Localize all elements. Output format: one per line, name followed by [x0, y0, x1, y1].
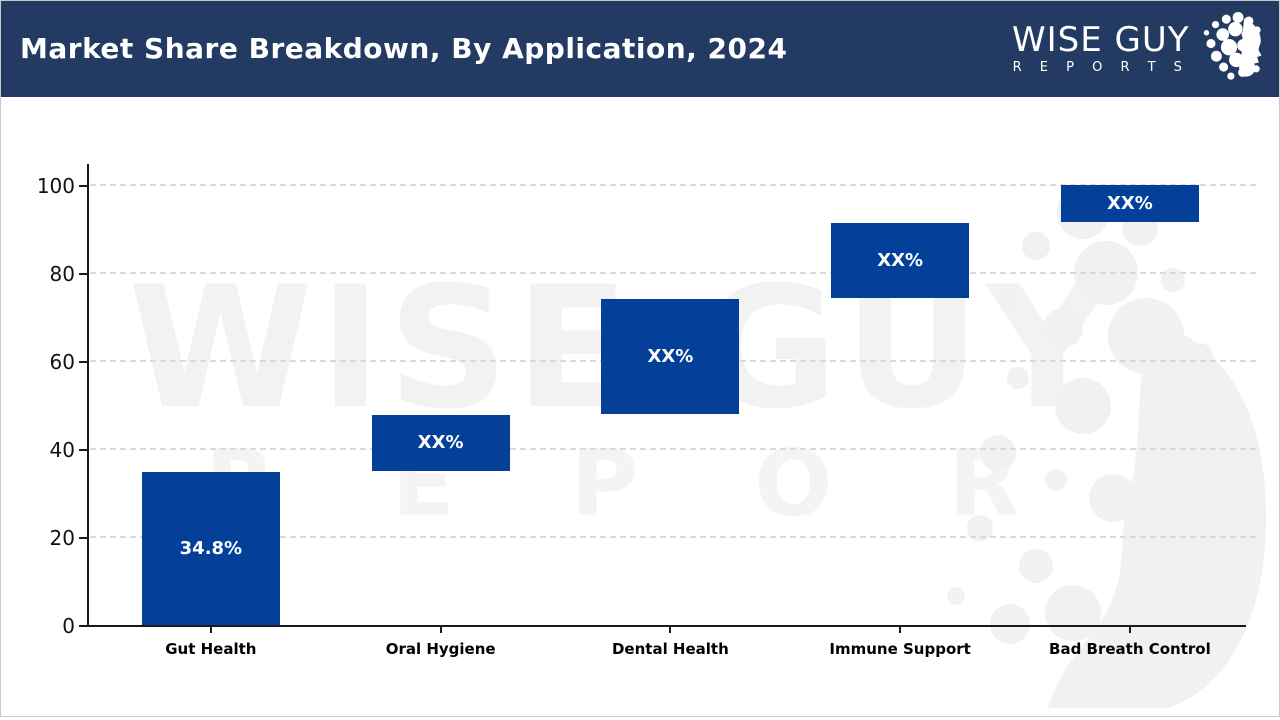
x-tick-label-0: Gut Health	[165, 640, 257, 658]
wiseguy-logo-text: WISE GUY R E P O R T S	[1012, 22, 1190, 76]
y-tick-label-0: 0	[62, 614, 75, 638]
bar-value-label: XX%	[877, 249, 924, 271]
x-tick-label-3: Immune Support	[829, 640, 971, 658]
logo-wordmark: WISE GUY	[1012, 20, 1190, 60]
y-tick-label-100: 100	[36, 174, 75, 198]
x-tickmark-4	[1128, 627, 1131, 633]
bar-value-label: XX%	[647, 346, 694, 368]
bar-oral-hygiene: XX%	[371, 414, 510, 471]
x-tickmark-1	[439, 627, 442, 633]
bar-immune-support: XX%	[831, 222, 970, 299]
y-tickmark-100	[79, 185, 87, 187]
logo-subtitle: R E P O R T S	[1012, 60, 1189, 75]
x-tick-label-2: Dental Health	[611, 640, 729, 658]
bar-gut-health: 34.8%	[141, 471, 280, 625]
bar-value-label: 34.8%	[179, 537, 243, 559]
gridline-100	[90, 184, 1256, 186]
x-tickmark-0	[209, 627, 212, 633]
chart-title: Market Share Breakdown, By Application, …	[20, 32, 788, 65]
bar-dental-health: XX%	[601, 299, 740, 414]
bar-bad-breath-control: XX%	[1060, 185, 1199, 222]
bar-value-label: XX%	[1106, 192, 1153, 214]
y-tickmark-20	[79, 537, 87, 539]
y-tickmark-40	[79, 449, 87, 451]
x-tickmark-2	[669, 627, 672, 633]
y-tickmark-80	[79, 273, 87, 275]
wiseguy-logo: WISE GUY R E P O R T S	[1012, 6, 1262, 92]
bar-value-label: XX%	[417, 432, 464, 454]
gridline-40	[90, 448, 1256, 450]
gridline-80	[90, 272, 1256, 274]
header-bar: Market Share Breakdown, By Application, …	[0, 0, 1280, 97]
y-tickmark-0	[79, 625, 87, 627]
x-tick-label-4: Bad Breath Control	[1049, 640, 1211, 658]
y-axis-line	[87, 164, 89, 627]
wiseguy-head-icon	[1203, 11, 1262, 80]
x-axis-line	[87, 625, 1246, 627]
x-tick-label-1: Oral Hygiene	[385, 640, 496, 658]
y-tick-label-60: 60	[49, 350, 75, 374]
x-tickmark-3	[899, 627, 902, 633]
gridline-20	[90, 536, 1256, 538]
y-tick-label-80: 80	[49, 262, 75, 286]
y-tickmark-60	[79, 361, 87, 363]
y-tick-label-20: 20	[49, 526, 75, 550]
y-tick-label-40: 40	[49, 438, 75, 462]
